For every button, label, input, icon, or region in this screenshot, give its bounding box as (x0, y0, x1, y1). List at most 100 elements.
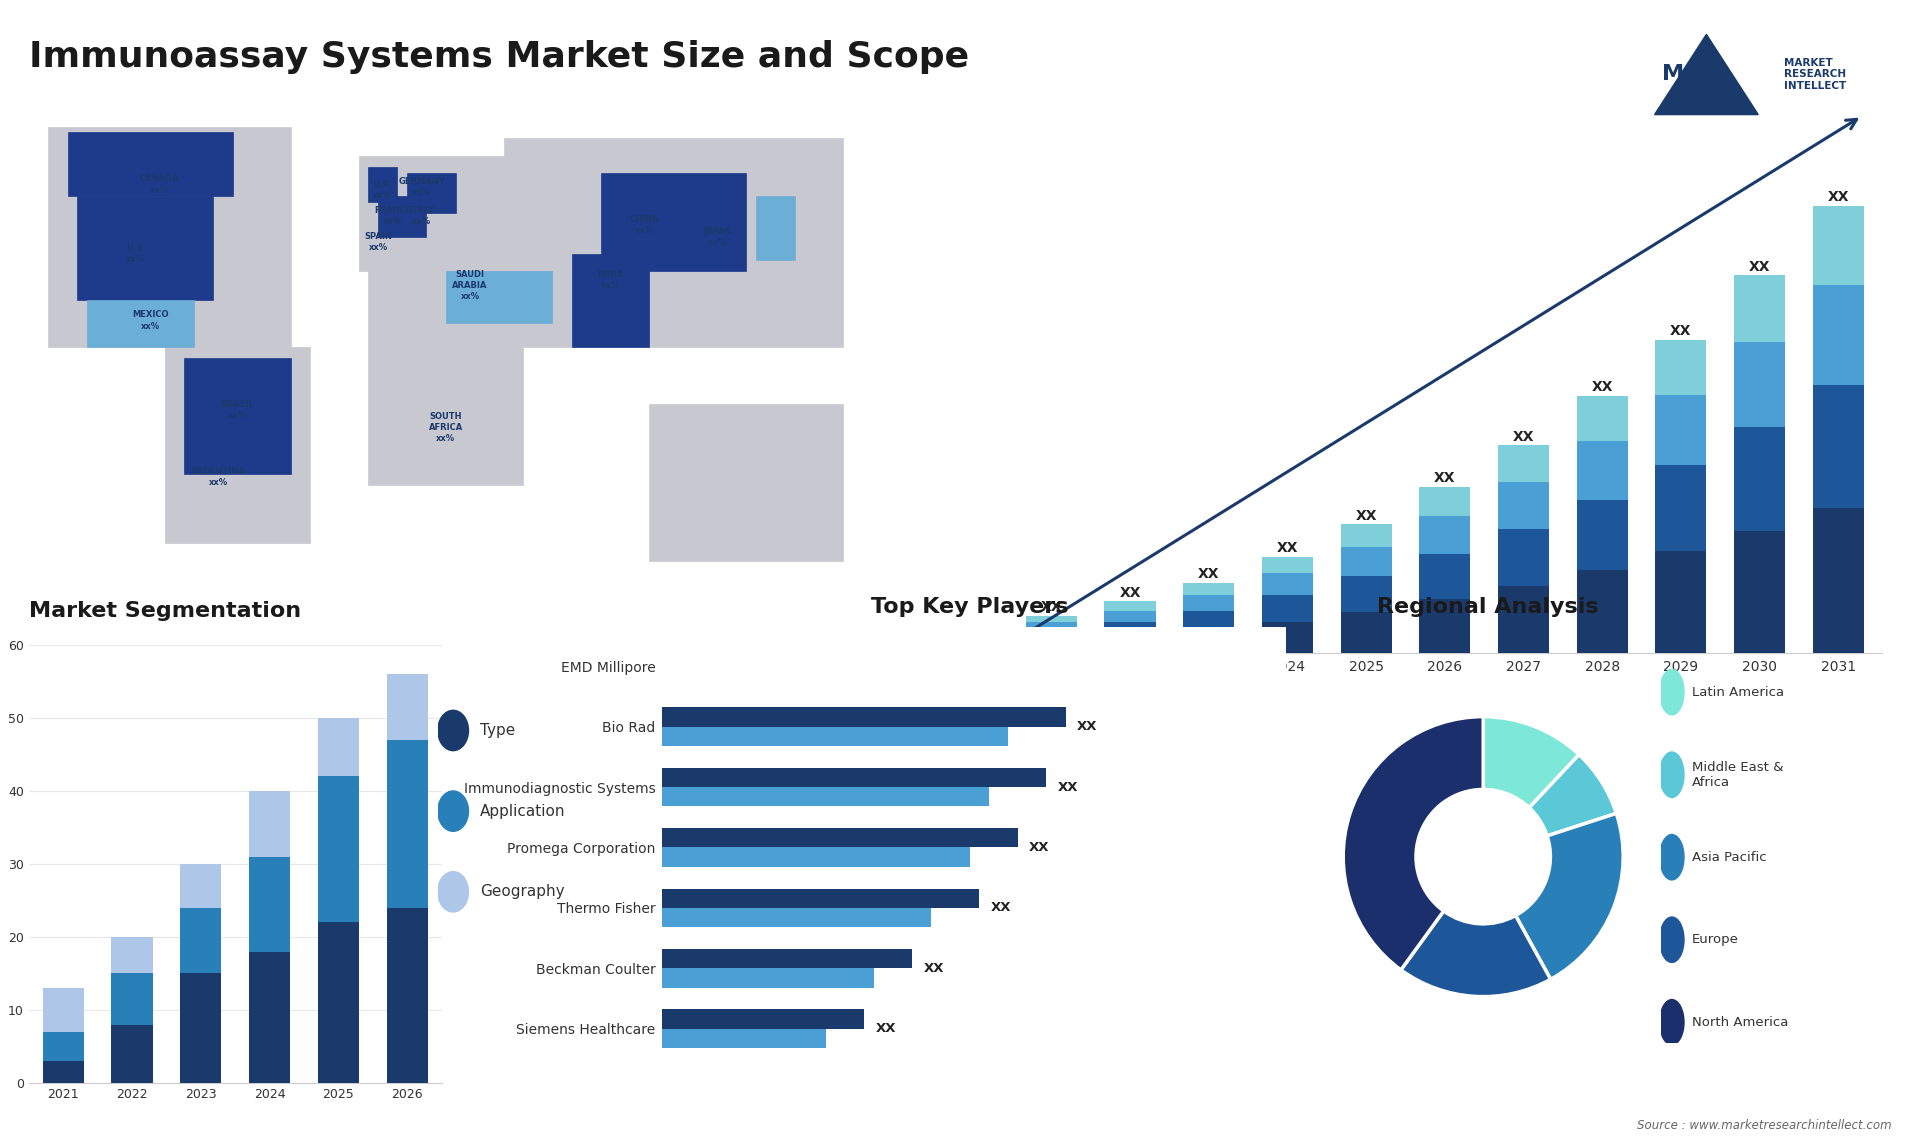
Text: XX: XX (876, 1022, 897, 1035)
Bar (1812, 508, 1864, 653)
Bar (42, 1031, 84, 1061)
Bar (1812, 205, 1864, 284)
Bar (662, 1010, 864, 1029)
Text: Geography: Geography (480, 885, 564, 900)
Text: XX: XX (1356, 509, 1377, 523)
Bar (1025, 622, 1077, 630)
Polygon shape (48, 126, 290, 346)
Bar (662, 949, 912, 968)
Bar (1025, 615, 1077, 622)
Text: ARGENTINA
xx%: ARGENTINA xx% (190, 466, 246, 487)
Polygon shape (369, 167, 397, 202)
Bar (317, 923, 359, 1083)
Polygon shape (77, 196, 213, 300)
Text: XX: XX (1828, 190, 1849, 204)
Text: MEXICO
xx%: MEXICO xx% (132, 311, 169, 330)
Text: XX: XX (1749, 260, 1770, 274)
Polygon shape (165, 346, 309, 543)
Text: XX: XX (1434, 471, 1455, 486)
Text: XX: XX (1058, 780, 1079, 793)
Polygon shape (407, 173, 455, 213)
Text: SOUTH
AFRICA
xx%: SOUTH AFRICA xx% (428, 411, 463, 444)
Bar (1498, 528, 1549, 586)
Text: GERMANY
xx%: GERMANY xx% (397, 178, 445, 197)
Bar (1419, 599, 1471, 653)
Bar (1576, 441, 1628, 500)
Bar (1498, 586, 1549, 653)
Text: Immunoassay Systems Market Size and Scope: Immunoassay Systems Market Size and Scop… (29, 40, 970, 74)
Text: Market Segmentation: Market Segmentation (29, 602, 301, 621)
Bar (317, 717, 359, 776)
Bar (1655, 551, 1707, 653)
Bar (1104, 636, 1156, 653)
Bar (111, 937, 152, 973)
Bar (1734, 342, 1786, 426)
Polygon shape (601, 173, 747, 272)
Bar (662, 888, 979, 908)
Polygon shape (756, 196, 795, 260)
Text: BRAZIL
xx%: BRAZIL xx% (221, 400, 253, 421)
Bar (1261, 573, 1313, 595)
Bar (1261, 595, 1313, 622)
Wedge shape (1482, 716, 1578, 808)
Bar (1812, 385, 1864, 508)
Bar (1261, 557, 1313, 573)
Bar (250, 791, 290, 857)
Bar (42, 1061, 84, 1083)
Text: Middle East &
Africa: Middle East & Africa (1692, 761, 1784, 788)
Text: XX: XX (1029, 841, 1050, 854)
Bar (662, 829, 1018, 847)
Text: MARKET
RESEARCH
INTELLECT: MARKET RESEARCH INTELLECT (1784, 58, 1847, 91)
Text: Latin America: Latin America (1692, 685, 1784, 699)
Bar (1419, 554, 1471, 599)
Bar (662, 848, 970, 866)
Text: XX: XX (1513, 430, 1534, 444)
Bar (1576, 500, 1628, 570)
Bar (250, 857, 290, 951)
Text: M: M (1663, 64, 1684, 85)
Bar (1183, 630, 1235, 653)
Wedge shape (1515, 814, 1622, 980)
Bar (1025, 630, 1077, 641)
Circle shape (1659, 834, 1684, 880)
Bar (1734, 426, 1786, 531)
Bar (1655, 394, 1707, 465)
Bar (1655, 339, 1707, 394)
Text: JAPAN
xx%: JAPAN xx% (703, 227, 732, 246)
Polygon shape (86, 300, 194, 346)
Bar (662, 768, 1046, 787)
Bar (1261, 622, 1313, 653)
Text: Regional Analysis: Regional Analysis (1377, 597, 1599, 617)
Bar (1498, 446, 1549, 481)
Text: Source : www.marketresearchintellect.com: Source : www.marketresearchintellect.com (1636, 1120, 1891, 1132)
Bar (1340, 548, 1392, 576)
Text: FRANCE
xx%: FRANCE xx% (374, 206, 411, 227)
Text: XX: XX (1041, 601, 1062, 614)
Polygon shape (503, 139, 843, 346)
Bar (1025, 641, 1077, 653)
Bar (662, 787, 989, 807)
Text: XX: XX (1198, 567, 1219, 581)
Bar (1104, 622, 1156, 636)
Bar (1419, 487, 1471, 516)
Bar (1576, 395, 1628, 441)
Text: XX: XX (1670, 324, 1692, 338)
Bar (662, 968, 874, 988)
Circle shape (438, 711, 468, 751)
Polygon shape (359, 156, 503, 272)
Text: XX: XX (1077, 720, 1098, 733)
Wedge shape (1402, 911, 1551, 997)
Text: XX: XX (924, 961, 945, 975)
Text: CHINA
xx%: CHINA xx% (630, 215, 659, 235)
Bar (1183, 582, 1235, 595)
Bar (386, 740, 428, 908)
Bar (180, 973, 221, 1083)
Bar (1183, 611, 1235, 630)
Bar (317, 776, 359, 923)
Text: CANADA
xx%: CANADA xx% (140, 174, 180, 195)
Polygon shape (445, 272, 553, 323)
Text: SAUDI
ARABIA
xx%: SAUDI ARABIA xx% (453, 270, 488, 301)
Bar (42, 988, 84, 1031)
Bar (1340, 612, 1392, 653)
Polygon shape (378, 196, 426, 236)
